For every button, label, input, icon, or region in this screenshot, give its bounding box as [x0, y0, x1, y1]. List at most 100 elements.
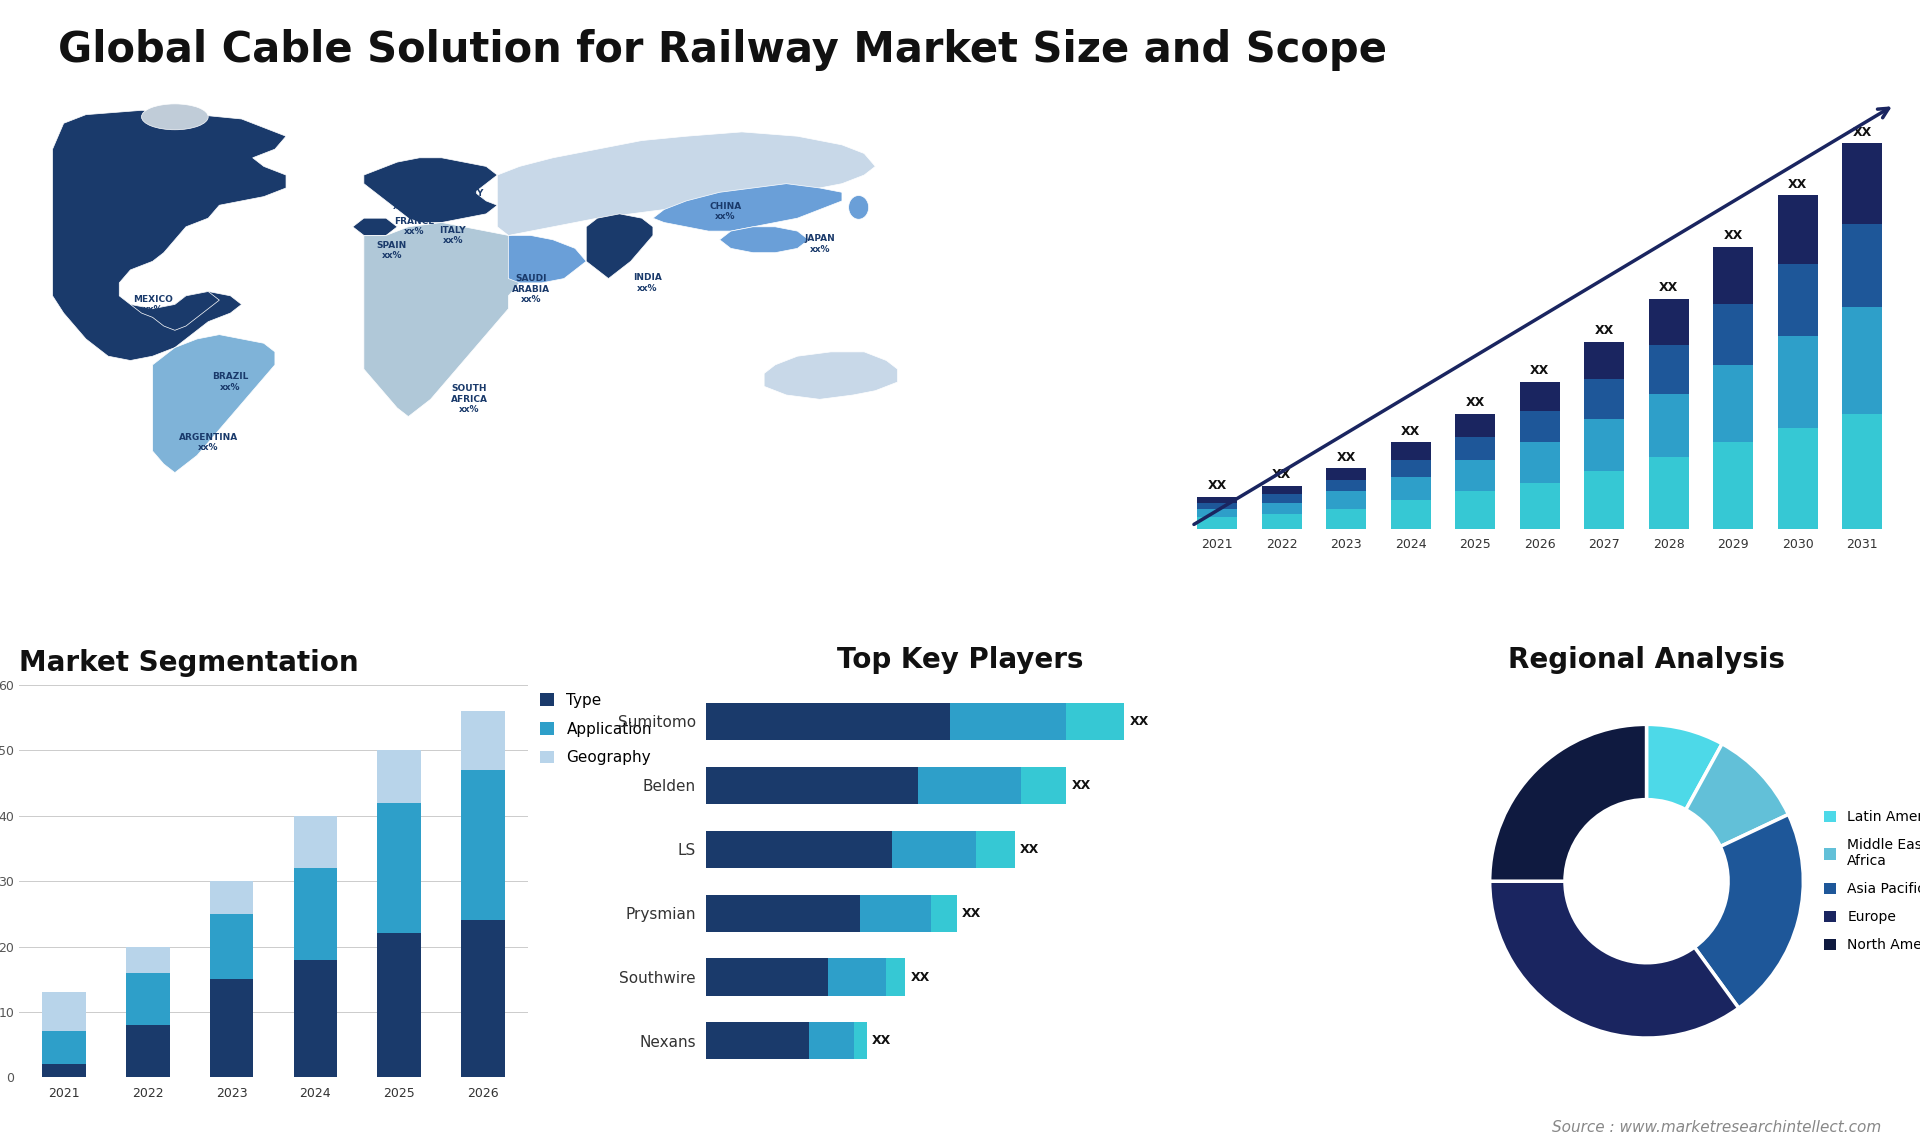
Text: XX: XX	[1336, 450, 1356, 464]
Bar	[1649, 299, 1690, 345]
Bar	[42, 992, 86, 1031]
Bar	[1261, 486, 1302, 494]
Bar	[1713, 364, 1753, 442]
Bar	[1841, 307, 1882, 414]
Polygon shape	[586, 214, 653, 278]
Bar	[1066, 702, 1123, 740]
Bar	[1778, 265, 1818, 336]
Text: MEXICO
xx%: MEXICO xx%	[132, 295, 173, 314]
Polygon shape	[497, 132, 876, 235]
Bar	[1390, 460, 1430, 477]
Bar	[1649, 457, 1690, 528]
Bar	[1455, 492, 1496, 528]
Wedge shape	[1647, 724, 1722, 810]
Bar	[1584, 419, 1624, 471]
Text: XX: XX	[962, 906, 981, 919]
Bar	[1649, 345, 1690, 393]
Bar	[1649, 393, 1690, 457]
Text: JAPAN
xx%: JAPAN xx%	[804, 234, 835, 253]
Bar	[1521, 410, 1559, 442]
Bar	[950, 702, 1066, 740]
Text: XX: XX	[910, 971, 929, 983]
Text: Global Cable Solution for Railway Market Size and Scope: Global Cable Solution for Railway Market…	[58, 29, 1386, 71]
Text: U.S.
xx%: U.S. xx%	[125, 243, 146, 262]
Wedge shape	[1490, 881, 1740, 1038]
Bar	[1778, 429, 1818, 528]
Polygon shape	[764, 352, 897, 399]
Text: XX: XX	[1020, 842, 1039, 856]
Bar	[707, 767, 918, 803]
Bar	[1198, 517, 1236, 528]
Polygon shape	[52, 110, 286, 361]
Wedge shape	[1695, 815, 1803, 1008]
Bar	[1261, 494, 1302, 503]
Wedge shape	[1490, 724, 1647, 881]
Text: SPAIN
xx%: SPAIN xx%	[376, 241, 407, 260]
Text: CHINA
xx%: CHINA xx%	[708, 202, 741, 221]
Bar	[461, 770, 505, 920]
Bar	[461, 712, 505, 770]
Bar	[42, 1031, 86, 1065]
Bar	[918, 767, 1021, 803]
Bar	[294, 869, 338, 959]
Legend: Latin America, Middle East &
Africa, Asia Pacific, Europe, North America: Latin America, Middle East & Africa, Asi…	[1818, 804, 1920, 958]
Polygon shape	[353, 218, 397, 235]
Text: XX: XX	[1129, 715, 1148, 728]
Bar	[1455, 437, 1496, 460]
Bar	[42, 1065, 86, 1077]
Text: XX: XX	[1071, 779, 1091, 792]
Bar	[828, 958, 885, 996]
Bar	[1521, 382, 1559, 410]
Text: FRANCE
xx%: FRANCE xx%	[394, 217, 434, 236]
Bar	[378, 934, 420, 1077]
Text: XX: XX	[1788, 178, 1807, 190]
Text: XX: XX	[1273, 468, 1292, 481]
Circle shape	[1565, 800, 1728, 963]
Bar	[1841, 223, 1882, 307]
Text: ITALY
xx%: ITALY xx%	[440, 226, 467, 245]
Bar	[707, 1022, 808, 1059]
Bar	[975, 831, 1014, 868]
Bar	[1198, 509, 1236, 517]
Bar	[1455, 460, 1496, 492]
Bar	[294, 959, 338, 1077]
Bar	[1521, 442, 1559, 482]
Text: SAUDI
ARABIA
xx%: SAUDI ARABIA xx%	[511, 274, 549, 304]
Bar	[127, 947, 169, 973]
Bar	[1390, 500, 1430, 528]
Text: INDIA
xx%: INDIA xx%	[634, 273, 662, 292]
Bar	[1390, 477, 1430, 500]
Bar	[1327, 509, 1367, 528]
Bar	[707, 702, 950, 740]
Bar	[1021, 767, 1066, 803]
Bar	[885, 958, 906, 996]
Polygon shape	[653, 183, 843, 231]
Bar	[209, 979, 253, 1077]
Title: Top Key Players: Top Key Players	[837, 646, 1083, 675]
Bar	[1261, 515, 1302, 528]
Text: XX: XX	[1853, 126, 1872, 139]
Bar	[1327, 492, 1367, 509]
Text: GERMANY
xx%: GERMANY xx%	[434, 189, 484, 209]
Text: Market Segmentation: Market Segmentation	[19, 650, 359, 677]
Bar	[893, 831, 975, 868]
Bar	[931, 895, 956, 932]
Ellipse shape	[849, 196, 868, 219]
Bar	[707, 958, 828, 996]
Bar	[1713, 305, 1753, 364]
Wedge shape	[1686, 744, 1788, 847]
Bar	[127, 973, 169, 1025]
Bar	[707, 831, 893, 868]
Bar	[1713, 246, 1753, 305]
Bar	[378, 751, 420, 803]
Text: BRAZIL
xx%: BRAZIL xx%	[213, 372, 248, 392]
Text: XX: XX	[1402, 425, 1421, 438]
Bar	[1841, 143, 1882, 223]
Bar	[127, 1025, 169, 1077]
Bar	[1390, 442, 1430, 460]
Bar	[1584, 379, 1624, 419]
Bar	[209, 913, 253, 979]
Legend: Type, Application, Geography: Type, Application, Geography	[540, 693, 653, 766]
Bar	[808, 1022, 854, 1059]
Text: ARGENTINA
xx%: ARGENTINA xx%	[179, 433, 238, 453]
